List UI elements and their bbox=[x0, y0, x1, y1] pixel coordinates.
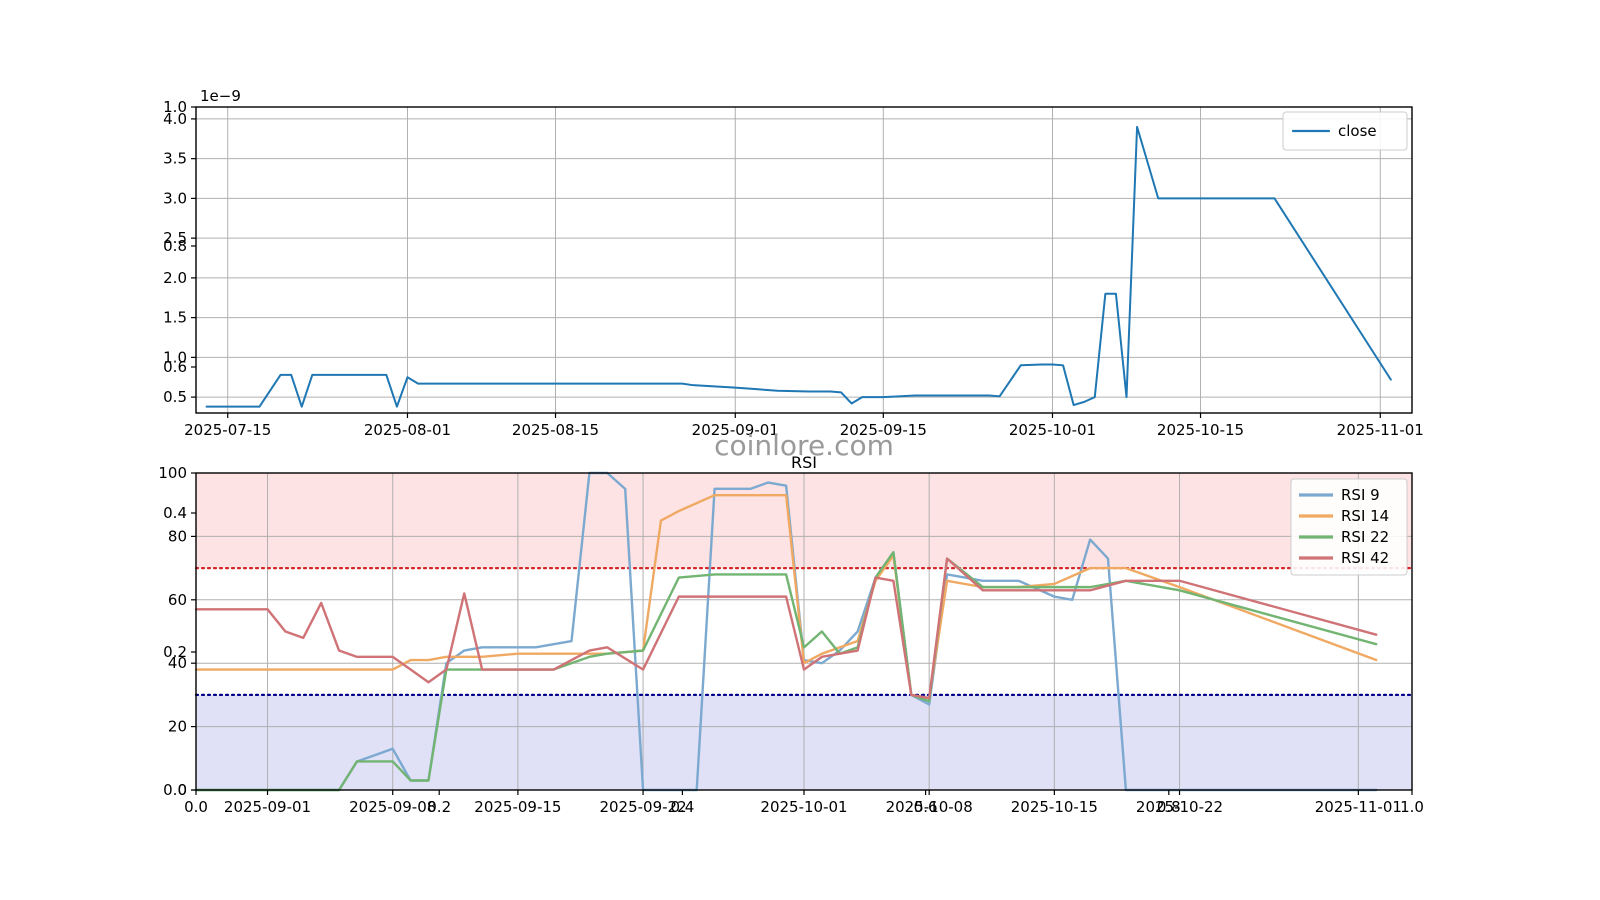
ytick-label: 1.5 bbox=[163, 309, 187, 327]
ytick-label: 2.0 bbox=[163, 269, 187, 287]
ytick-label-secondary: 0.6 bbox=[163, 358, 187, 376]
xtick-label: 2025-10-22 bbox=[1136, 798, 1223, 816]
ytick-label-secondary: 1.0 bbox=[163, 98, 187, 116]
xtick-label: 2025-10-15 bbox=[1157, 421, 1244, 439]
price-series-lines bbox=[205, 125, 1392, 408]
xtick-label: 2025-08-01 bbox=[364, 421, 451, 439]
xtick-label: 2025-10-01 bbox=[760, 798, 847, 816]
legend-label-RSI-14: RSI 14 bbox=[1341, 507, 1389, 525]
xtick-label-secondary: 0.2 bbox=[427, 798, 451, 816]
watermark-text: coinlore.com bbox=[714, 429, 894, 462]
xtick-label: 2025-09-01 bbox=[692, 421, 779, 439]
xtick-label: 2025-09-15 bbox=[474, 798, 561, 816]
price-plot-area bbox=[196, 107, 1412, 413]
ytick-label-secondary: 0.0 bbox=[163, 781, 187, 799]
xtick-label: 2025-07-15 bbox=[184, 421, 271, 439]
price-ytick-labels: 0.5 1.0 1.5 2.0 2.5 3.0 3.5 4.0 bbox=[163, 110, 196, 406]
xtick-label: 2025-10-15 bbox=[1011, 798, 1098, 816]
rsi-ytick-labels: 0 20 40 60 80 100 bbox=[158, 464, 196, 799]
legend-label-RSI-9: RSI 9 bbox=[1341, 486, 1380, 504]
ytick-label: 0 bbox=[177, 781, 187, 799]
xtick-label: 2025-10-08 bbox=[886, 798, 973, 816]
ytick-label: 3.5 bbox=[163, 150, 187, 168]
rsi-legend[interactable]: RSI 9 RSI 14 RSI 22 RSI 42 bbox=[1290, 478, 1408, 576]
ytick-label-secondary: 0.2 bbox=[163, 643, 187, 661]
price-gridlines bbox=[196, 107, 1412, 413]
xtick-label: 2025-09-15 bbox=[840, 421, 927, 439]
ytick-label: 2.5 bbox=[163, 229, 187, 247]
price-legend[interactable]: close bbox=[1282, 111, 1408, 151]
xtick-label-secondary: 0.0 bbox=[184, 798, 208, 816]
rsi-xtick-labels-secondary: 0.0 0.2 0.4 0.6 0.8 1.0 bbox=[184, 790, 1424, 816]
legend-label-close: close bbox=[1338, 122, 1377, 140]
ytick-label: 0.5 bbox=[163, 388, 187, 406]
legend-label-RSI-42: RSI 42 bbox=[1341, 549, 1389, 567]
rsi-series-lines bbox=[194, 471, 1378, 792]
legend-background bbox=[1290, 478, 1408, 576]
rsi-ytick-labels-secondary: 0.0 0.2 0.4 bbox=[163, 504, 196, 799]
ytick-label: 60 bbox=[168, 591, 187, 609]
price-axis-offset-text: 1e−9 bbox=[200, 87, 241, 105]
rsi-line-RSI-22 bbox=[194, 551, 1378, 792]
price-xtick-labels: 2025-07-15 2025-08-01 2025-08-15 2025-09-01… bbox=[184, 413, 1424, 439]
xtick-label: 2025-09-01 bbox=[224, 798, 311, 816]
xtick-label: 2025-10-01 bbox=[1009, 421, 1096, 439]
price-line-close bbox=[205, 125, 1392, 408]
ytick-label-secondary: 0.8 bbox=[163, 237, 187, 255]
rsi-threshold-lines bbox=[194, 566, 1414, 697]
ytick-label: 4.0 bbox=[163, 110, 187, 128]
ytick-label: 20 bbox=[168, 718, 187, 736]
xtick-label: 2025-09-08 bbox=[349, 798, 436, 816]
price-panel: 0.5 1.0 1.5 2.0 2.5 3.0 3.5 4.0 0.6 0.8 1.0 2025-… bbox=[163, 87, 1424, 439]
rsi-line-RSI-42 bbox=[194, 557, 1378, 700]
xtick-label: 2025-11-01 bbox=[1337, 421, 1424, 439]
rsi-panel-title: RSI bbox=[791, 453, 817, 472]
xtick-label-secondary: 0.6 bbox=[914, 798, 938, 816]
ytick-label: 40 bbox=[168, 654, 187, 672]
ytick-label-secondary: 0.4 bbox=[163, 504, 187, 522]
rsi-xtick-labels: 2025-09-01 2025-09-08 2025-09-15 2025-09-22… bbox=[224, 790, 1402, 816]
ytick-label: 80 bbox=[168, 527, 187, 545]
xtick-label: 2025-11-01 bbox=[1315, 798, 1402, 816]
ytick-label: 1.0 bbox=[163, 348, 187, 366]
xtick-label-secondary: 1.0 bbox=[1400, 798, 1424, 816]
ytick-label: 100 bbox=[158, 464, 187, 482]
ytick-label: 3.0 bbox=[163, 189, 187, 207]
xtick-label-secondary: 0.4 bbox=[670, 798, 694, 816]
xtick-label: 2025-09-22 bbox=[599, 798, 686, 816]
legend-label-RSI-22: RSI 22 bbox=[1341, 528, 1389, 546]
price-axes-frame bbox=[195, 106, 1413, 414]
legend-background bbox=[1282, 111, 1408, 151]
xtick-label-secondary: 0.8 bbox=[1157, 798, 1181, 816]
price-ytick-labels-secondary: 0.6 0.8 1.0 bbox=[163, 98, 196, 376]
xtick-label: 2025-08-15 bbox=[512, 421, 599, 439]
